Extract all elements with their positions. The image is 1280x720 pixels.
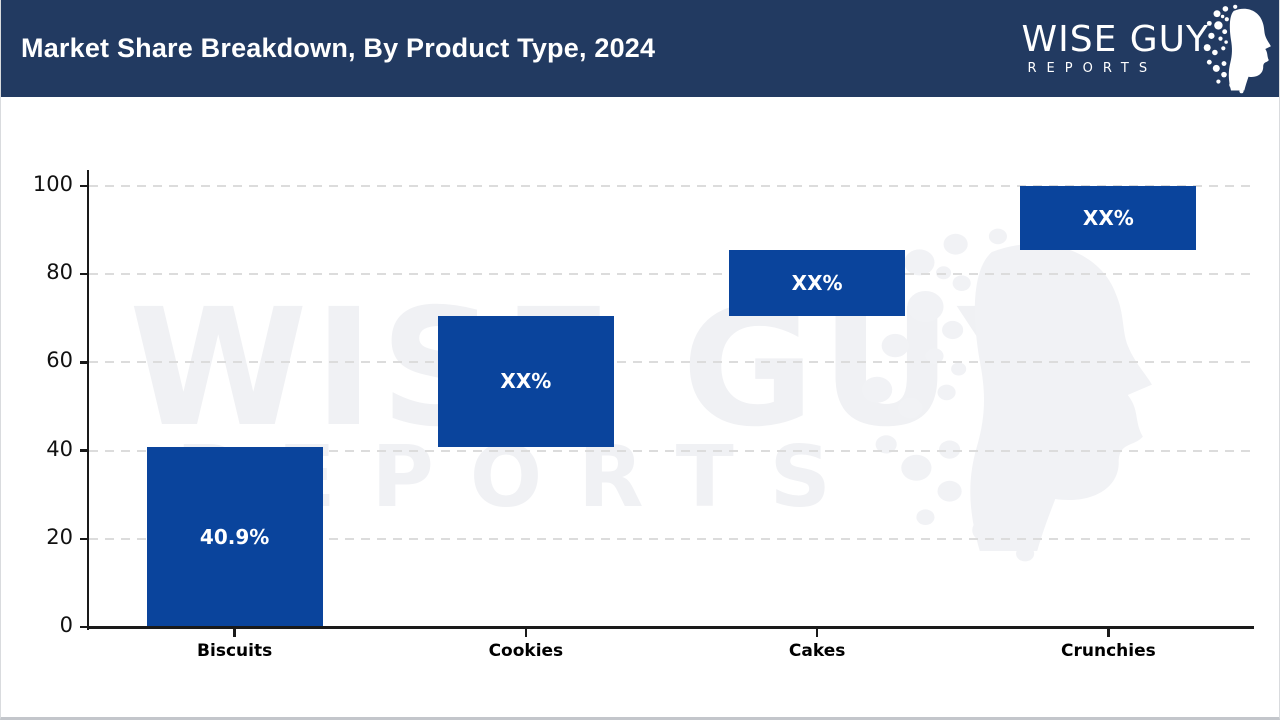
logo-wordmark: WISE GUY REPORTS [1021, 19, 1210, 77]
x-axis-line [86, 626, 1254, 629]
y-axis-tick-label: 40 [46, 436, 73, 461]
logo-face-icon [1203, 4, 1271, 94]
bar-biscuits: 40.9% [146, 446, 323, 627]
page-title: Market Share Breakdown, By Product Type,… [21, 33, 656, 63]
wiseguy-logo: WISE GUY REPORTS [1022, 4, 1274, 94]
y-axis-tick-label: 80 [46, 260, 73, 285]
y-axis-tick-label: 0 [59, 613, 73, 637]
bar-value-label: XX% [500, 369, 552, 394]
x-category-label: Cakes [788, 641, 846, 661]
y-axis-tick [80, 272, 89, 276]
gridline-40 [89, 449, 1254, 452]
x-axis-tick [524, 628, 528, 637]
gridline-60 [89, 361, 1254, 364]
x-category-label: Crunchies [1061, 641, 1156, 661]
y-axis-tick [80, 184, 89, 188]
bar-cookies: XX% [437, 316, 614, 447]
bar-value-label: XX% [791, 270, 843, 295]
x-axis-tick [1107, 628, 1110, 637]
y-axis-line [86, 170, 89, 630]
bar-crunchies: XX% [1020, 186, 1197, 250]
gridline-20 [89, 537, 1254, 540]
y-axis-tick [80, 361, 89, 364]
x-axis-tick [233, 628, 236, 637]
bar-value-label: 40.9% [199, 524, 270, 549]
x-category-label: Cookies [488, 641, 564, 661]
y-axis-tick [80, 625, 89, 629]
y-axis-tick-label: 20 [46, 524, 73, 549]
y-axis-tick [80, 449, 89, 452]
x-axis-tick [815, 628, 819, 637]
bar-cakes: XX% [729, 249, 906, 317]
gridline-100 [89, 185, 1254, 187]
bar-value-label: XX% [1082, 205, 1134, 230]
x-category-label: Biscuits [197, 641, 273, 661]
header-bar: Market Share Breakdown, By Product Type,… [1, 0, 1279, 97]
y-axis-tick-label: 60 [46, 348, 73, 373]
logo-wordmark-line1: WISE GUY [1021, 19, 1209, 60]
logo-wordmark-line2: REPORTS [1027, 61, 1158, 76]
gridline-80 [89, 273, 1254, 276]
watermark-face-icon [862, 228, 1152, 562]
y-axis-tick [80, 537, 89, 541]
plot-area: 0 20 40 60 80 100 40.9% Biscuits XX% Cookies XX% Ca… [1, 97, 1279, 717]
y-axis-tick-label: 100 [32, 172, 73, 196]
